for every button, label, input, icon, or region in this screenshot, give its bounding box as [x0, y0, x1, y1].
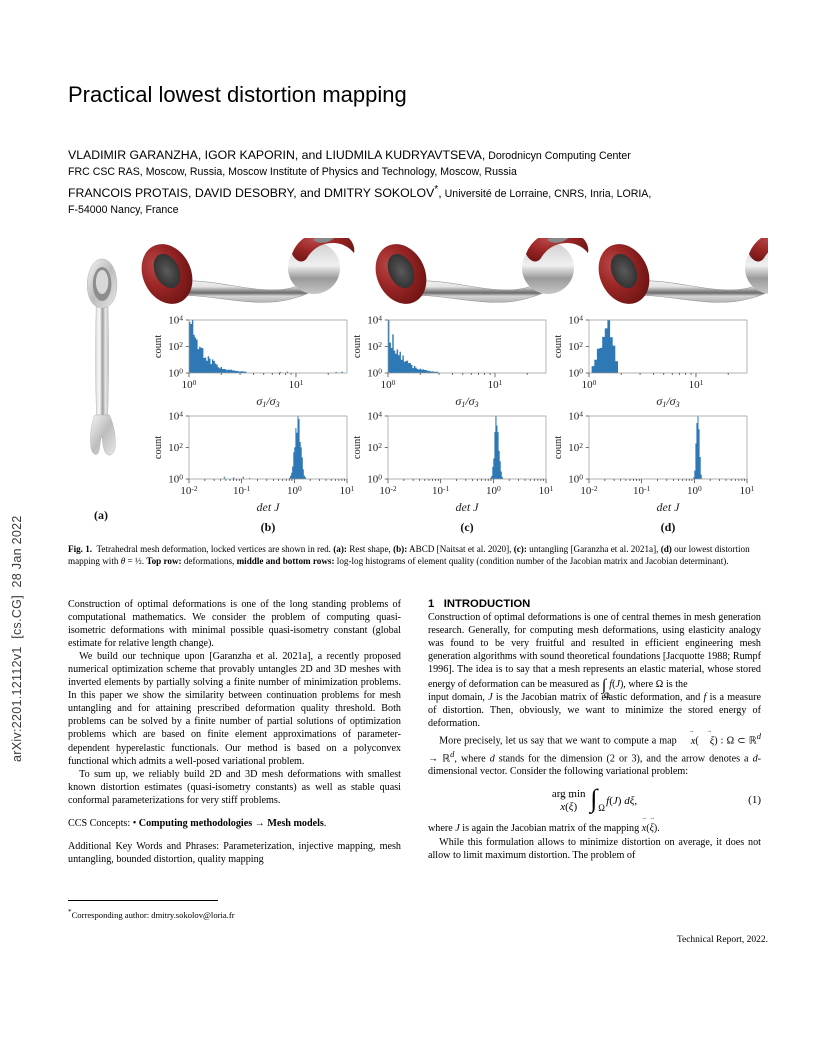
svg-text:(a): (a) [94, 508, 108, 522]
svg-text:10-2: 10-2 [580, 484, 597, 497]
svg-text:σ1/σ3: σ1/σ3 [656, 394, 679, 409]
svg-text:102: 102 [568, 340, 583, 353]
svg-text:100: 100 [582, 378, 597, 391]
svg-text:count: count [352, 436, 363, 459]
svg-text:(c): (c) [460, 520, 473, 534]
svg-text:10-1: 10-1 [233, 484, 250, 497]
svg-text:(b): (b) [261, 520, 276, 534]
svg-text:104: 104 [367, 314, 382, 327]
svg-text:101: 101 [488, 378, 503, 391]
svg-text:100: 100 [367, 473, 382, 486]
svg-text:100: 100 [687, 484, 702, 497]
svg-text:101: 101 [539, 484, 554, 497]
svg-text:104: 104 [168, 314, 183, 327]
svg-text:104: 104 [168, 410, 183, 423]
svg-text:100: 100 [568, 473, 583, 486]
svg-text:100: 100 [168, 473, 183, 486]
svg-text:count: count [553, 335, 564, 358]
svg-text:102: 102 [367, 441, 382, 454]
svg-text:100: 100 [182, 378, 197, 391]
svg-text:100: 100 [568, 367, 583, 380]
svg-text:det J: det J [657, 500, 681, 514]
svg-text:102: 102 [168, 441, 183, 454]
svg-text:count: count [553, 436, 564, 459]
svg-text:10-1: 10-1 [633, 484, 650, 497]
svg-text:det J: det J [456, 500, 480, 514]
svg-text:σ1/σ3: σ1/σ3 [256, 394, 279, 409]
svg-text:count: count [352, 335, 363, 358]
svg-text:101: 101 [689, 378, 704, 391]
svg-text:100: 100 [168, 367, 183, 380]
svg-text:104: 104 [568, 314, 583, 327]
svg-text:(d): (d) [661, 520, 676, 534]
svg-text:101: 101 [289, 378, 304, 391]
svg-text:100: 100 [287, 484, 302, 497]
svg-text:102: 102 [367, 340, 382, 353]
svg-text:count: count [153, 436, 164, 459]
svg-text:100: 100 [486, 484, 501, 497]
svg-text:det J: det J [257, 500, 281, 514]
svg-text:104: 104 [568, 410, 583, 423]
svg-text:10-1: 10-1 [432, 484, 449, 497]
svg-text:101: 101 [340, 484, 355, 497]
svg-text:10-2: 10-2 [180, 484, 197, 497]
svg-text:σ1/σ3: σ1/σ3 [455, 394, 478, 409]
svg-text:102: 102 [568, 441, 583, 454]
svg-text:100: 100 [367, 367, 382, 380]
svg-text:count: count [153, 335, 164, 358]
svg-text:10-2: 10-2 [379, 484, 396, 497]
svg-text:101: 101 [740, 484, 755, 497]
svg-text:104: 104 [367, 410, 382, 423]
svg-text:102: 102 [168, 340, 183, 353]
svg-text:100: 100 [381, 378, 396, 391]
